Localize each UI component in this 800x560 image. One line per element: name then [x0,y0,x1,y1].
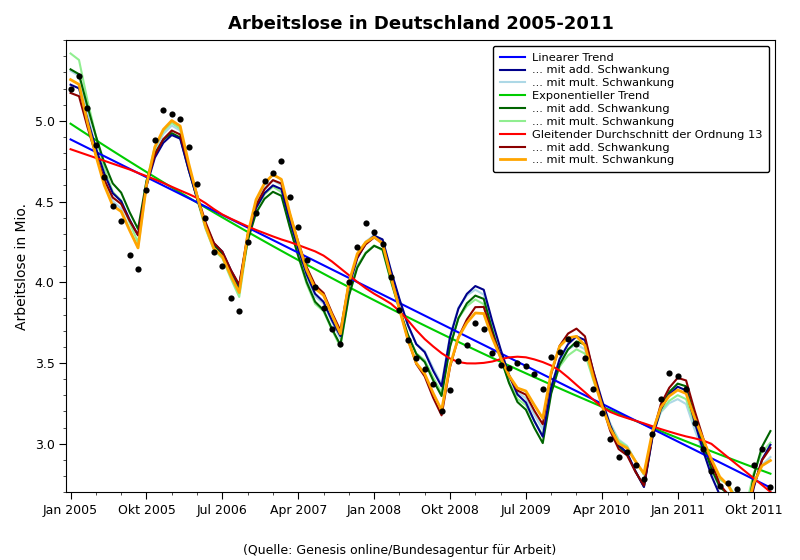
Point [149,136,162,144]
Point [722,478,734,487]
Point [258,176,271,185]
Point [714,481,726,490]
Point [452,357,465,366]
Point [393,305,406,314]
Point [216,262,229,270]
Point [663,368,676,377]
Point [64,84,77,93]
Point [418,365,431,374]
Point [461,341,474,350]
Point [570,339,583,348]
Point [157,105,170,114]
Point [511,358,524,367]
Y-axis label: Arbeitslose in Mio.: Arbeitslose in Mio. [15,203,29,330]
Point [292,223,305,232]
Point [266,168,279,177]
Point [98,173,110,182]
Point [587,384,600,393]
Point [621,447,634,456]
Text: (Quelle: Genesis online/Bundesagentur für Arbeit): (Quelle: Genesis online/Bundesagentur fü… [243,544,557,557]
Point [132,265,145,274]
Point [562,334,574,343]
Point [444,386,457,395]
Point [317,304,330,312]
Point [410,354,422,363]
Point [469,318,482,327]
Point [402,336,414,345]
Point [351,242,364,251]
Point [738,496,751,505]
Point [190,179,203,188]
Point [604,435,617,444]
Point [233,307,246,316]
Point [309,283,322,292]
Point [519,362,532,371]
Point [300,255,313,264]
Point [755,444,768,453]
Point [545,352,558,361]
Point [114,217,127,226]
Point [671,371,684,380]
Point [334,339,346,348]
Point [638,475,650,484]
Point [654,394,667,403]
Point [326,325,338,334]
Point [385,273,398,282]
Point [528,370,541,379]
Point [250,208,262,217]
Point [595,409,608,418]
Point [578,354,591,363]
Point [646,430,658,438]
Point [435,407,448,416]
Point [182,142,195,151]
Point [283,192,296,201]
Point [376,239,389,248]
Title: Arbeitslose in Deutschland 2005-2011: Arbeitslose in Deutschland 2005-2011 [227,15,614,33]
Point [81,104,94,113]
Point [199,213,212,222]
Point [764,483,777,492]
Point [207,247,220,256]
Point [554,347,566,356]
Point [502,363,515,372]
Point [494,360,507,369]
Point [478,325,490,334]
Point [747,460,760,469]
Point [629,460,642,469]
Point [536,384,549,393]
Point [612,452,625,461]
Point [705,466,718,475]
Point [426,380,439,389]
Point [342,278,355,287]
Point [730,484,743,493]
Point [166,110,178,119]
Point [680,384,693,393]
Legend: Linearer Trend, ... mit add. Schwankung, ... mit mult. Schwankung, Exponentielle: Linearer Trend, ... mit add. Schwankung,… [493,46,769,172]
Point [368,228,381,237]
Point [73,71,86,80]
Point [486,349,498,358]
Point [697,444,710,453]
Point [242,237,254,246]
Point [123,250,136,259]
Point [359,218,372,227]
Point [106,202,119,211]
Point [140,186,153,195]
Point [224,294,237,303]
Point [174,115,186,124]
Point [688,418,701,427]
Point [275,157,288,166]
Point [90,141,102,150]
